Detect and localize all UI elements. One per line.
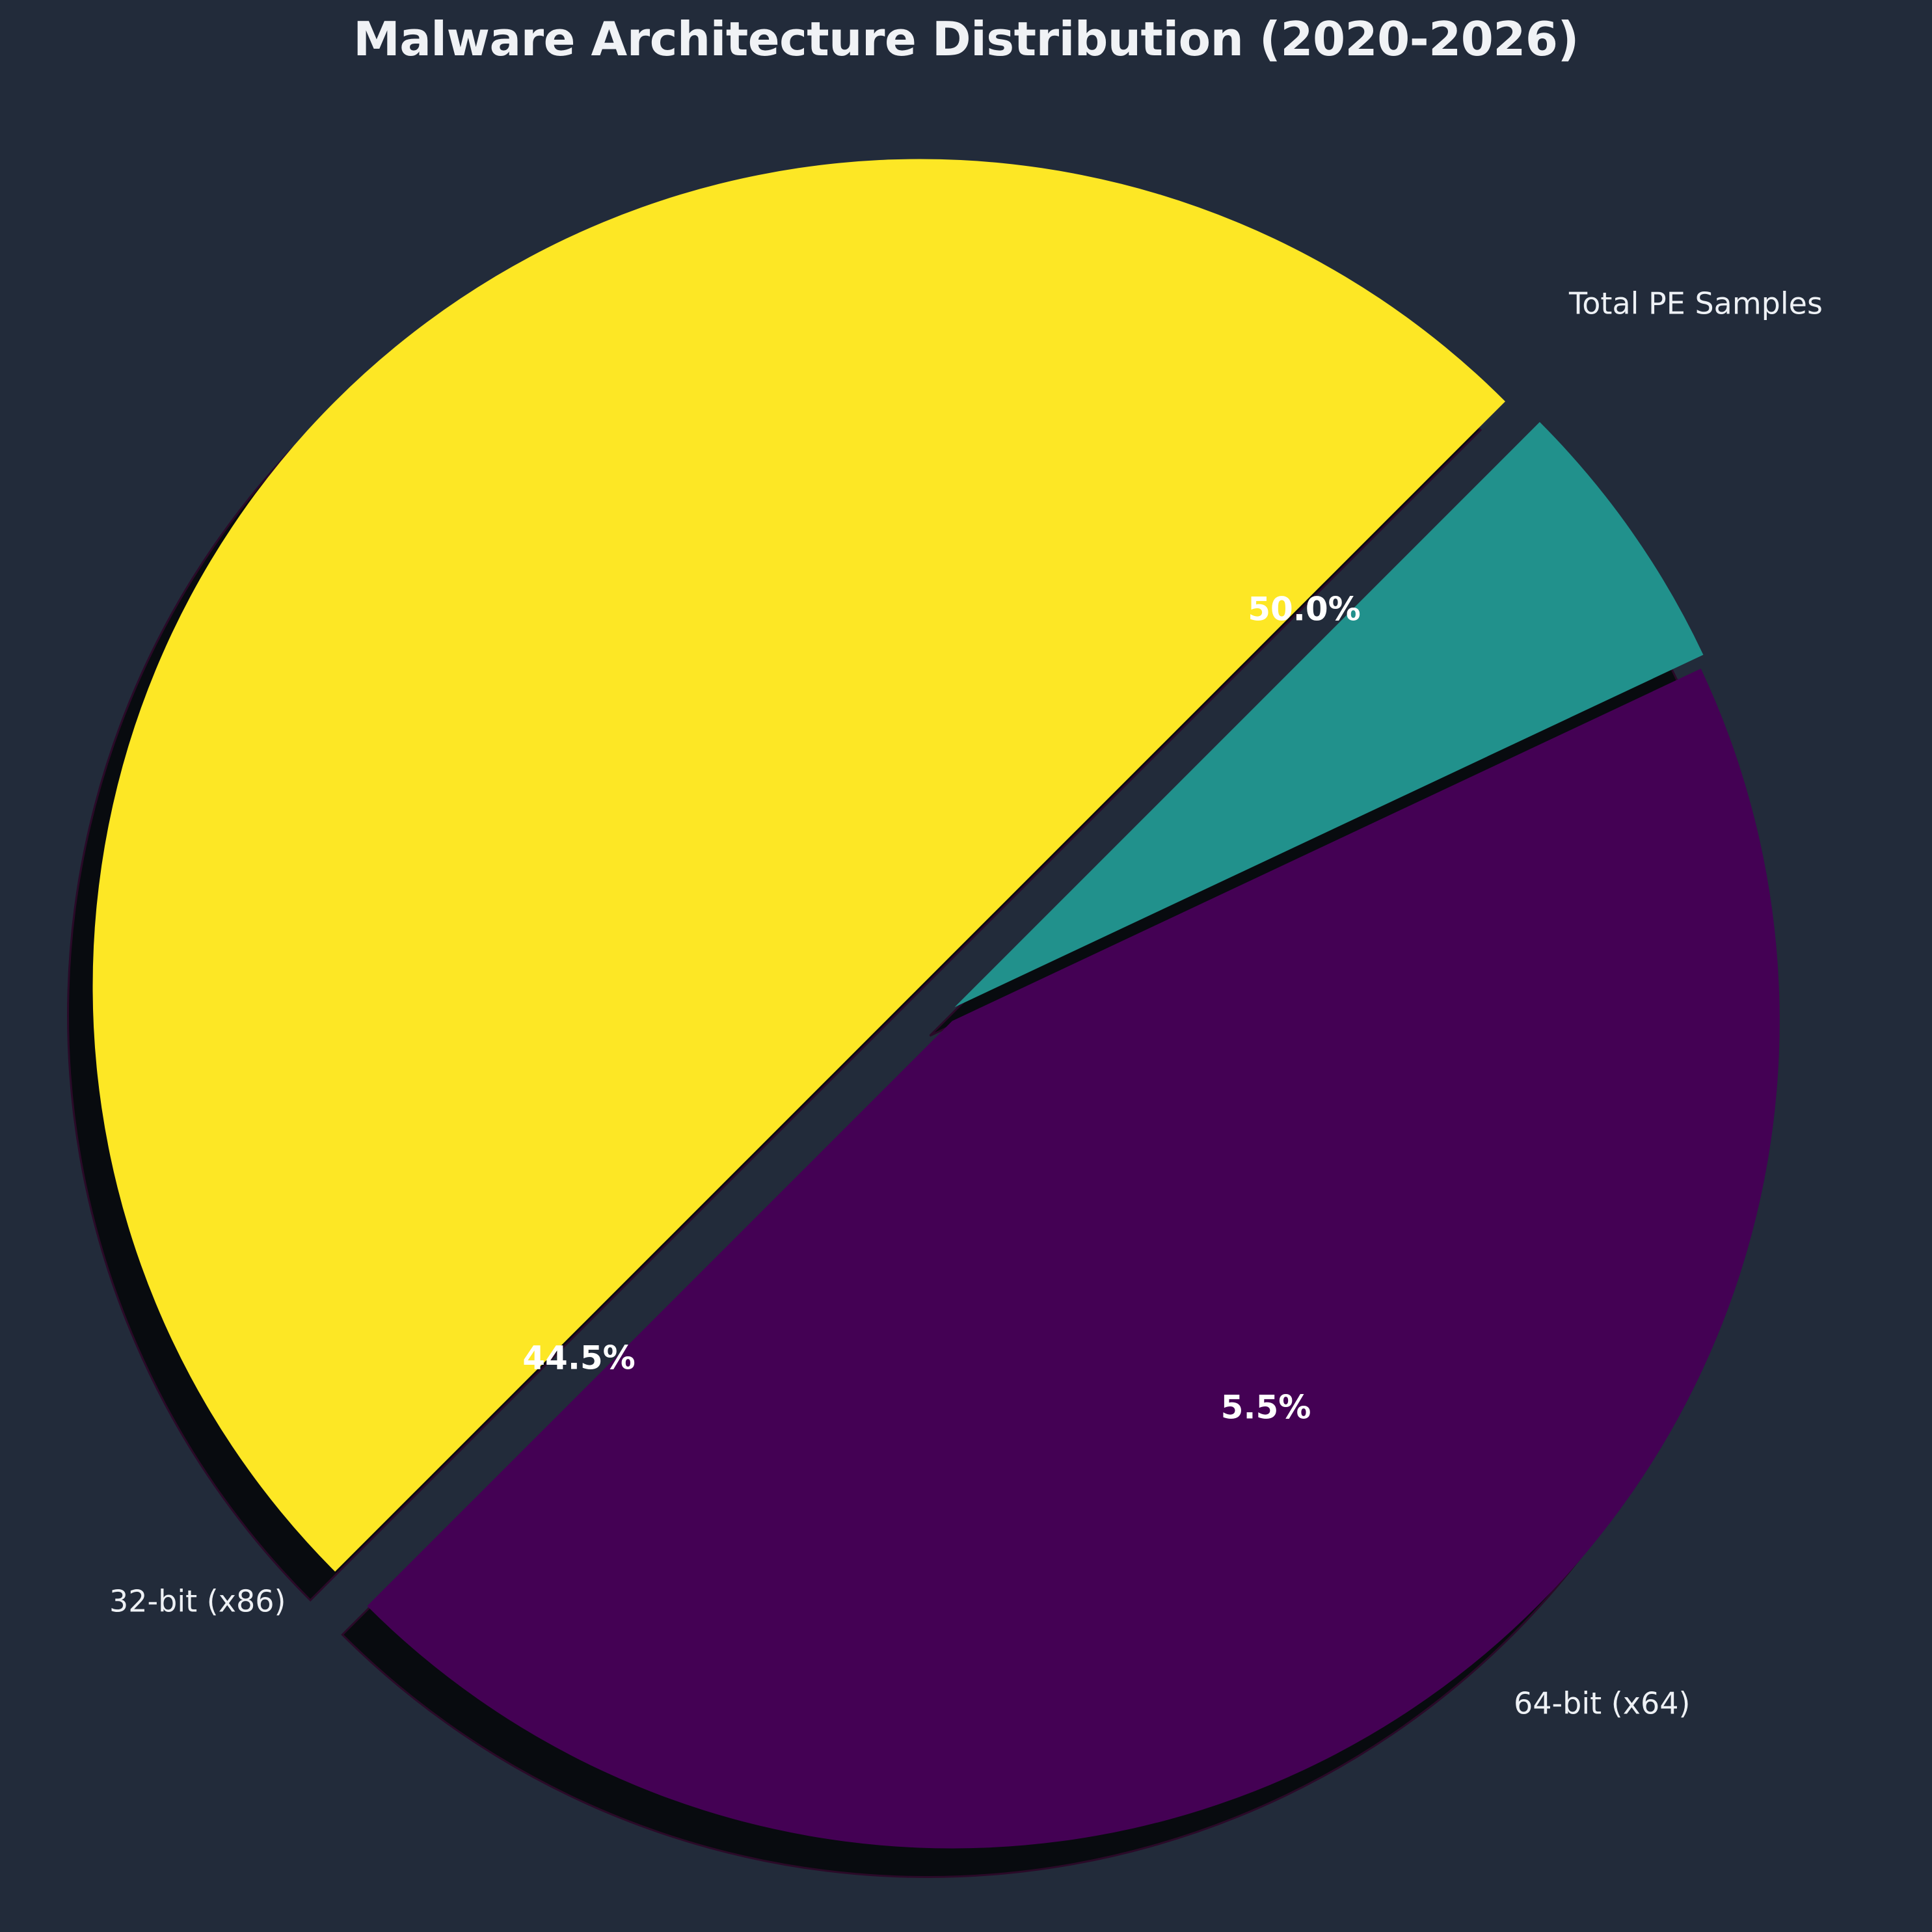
page-title: Malware Architecture Distribution (2020-… (353, 12, 1579, 66)
pie-slice-32-bit-x86[interactable] (367, 668, 1780, 1849)
pie-wedge-layer (92, 159, 1780, 1849)
slice-percent-total-pe-samples: 50.0% (1248, 591, 1360, 628)
slice-label-total-pe-samples: Total PE Samples (1568, 286, 1823, 321)
slice-percent-32-bit-x86: 44.5% (522, 1339, 635, 1377)
pie-slice-total-pe-samples[interactable] (92, 159, 1505, 1572)
slice-percent-64-bit-x64: 5.5% (1221, 1389, 1311, 1427)
slice-label-64-bit-x64: 64-bit (x64) (1514, 1686, 1690, 1721)
slice-label-32-bit-x86: 32-bit (x86) (109, 1584, 286, 1619)
pie-slice-64-bit-x64[interactable] (954, 422, 1704, 1008)
